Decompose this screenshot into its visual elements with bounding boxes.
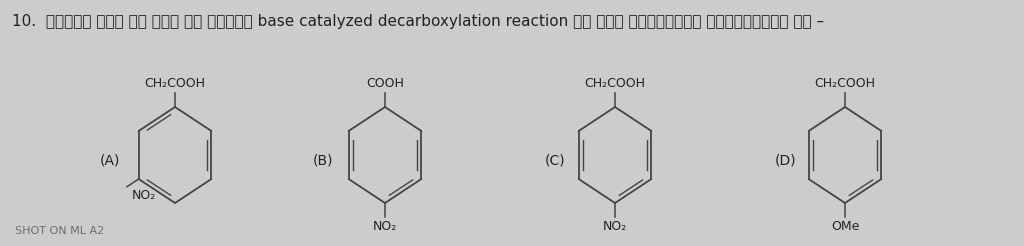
Text: NO₂: NO₂ [373, 220, 397, 233]
Text: CH₂COOH: CH₂COOH [144, 77, 206, 90]
Text: (D): (D) [775, 153, 797, 167]
Text: NO₂: NO₂ [132, 189, 157, 202]
Text: OMe: OMe [830, 220, 859, 233]
Text: COOH: COOH [366, 77, 403, 90]
Text: CH₂COOH: CH₂COOH [814, 77, 876, 90]
Text: SHOT ON ML A2: SHOT ON ML A2 [15, 226, 104, 236]
Text: CH₂COOH: CH₂COOH [585, 77, 645, 90]
Text: NO₂: NO₂ [603, 220, 627, 233]
Text: (C): (C) [545, 153, 565, 167]
Text: (A): (A) [100, 153, 121, 167]
Text: 10.  निम्न में से कौन सा यौगिक base catalyzed decarboxylation reaction के लिए सर: 10. निम्न में से कौन सा यौगिक base catal… [12, 14, 824, 29]
Text: (B): (B) [313, 153, 334, 167]
